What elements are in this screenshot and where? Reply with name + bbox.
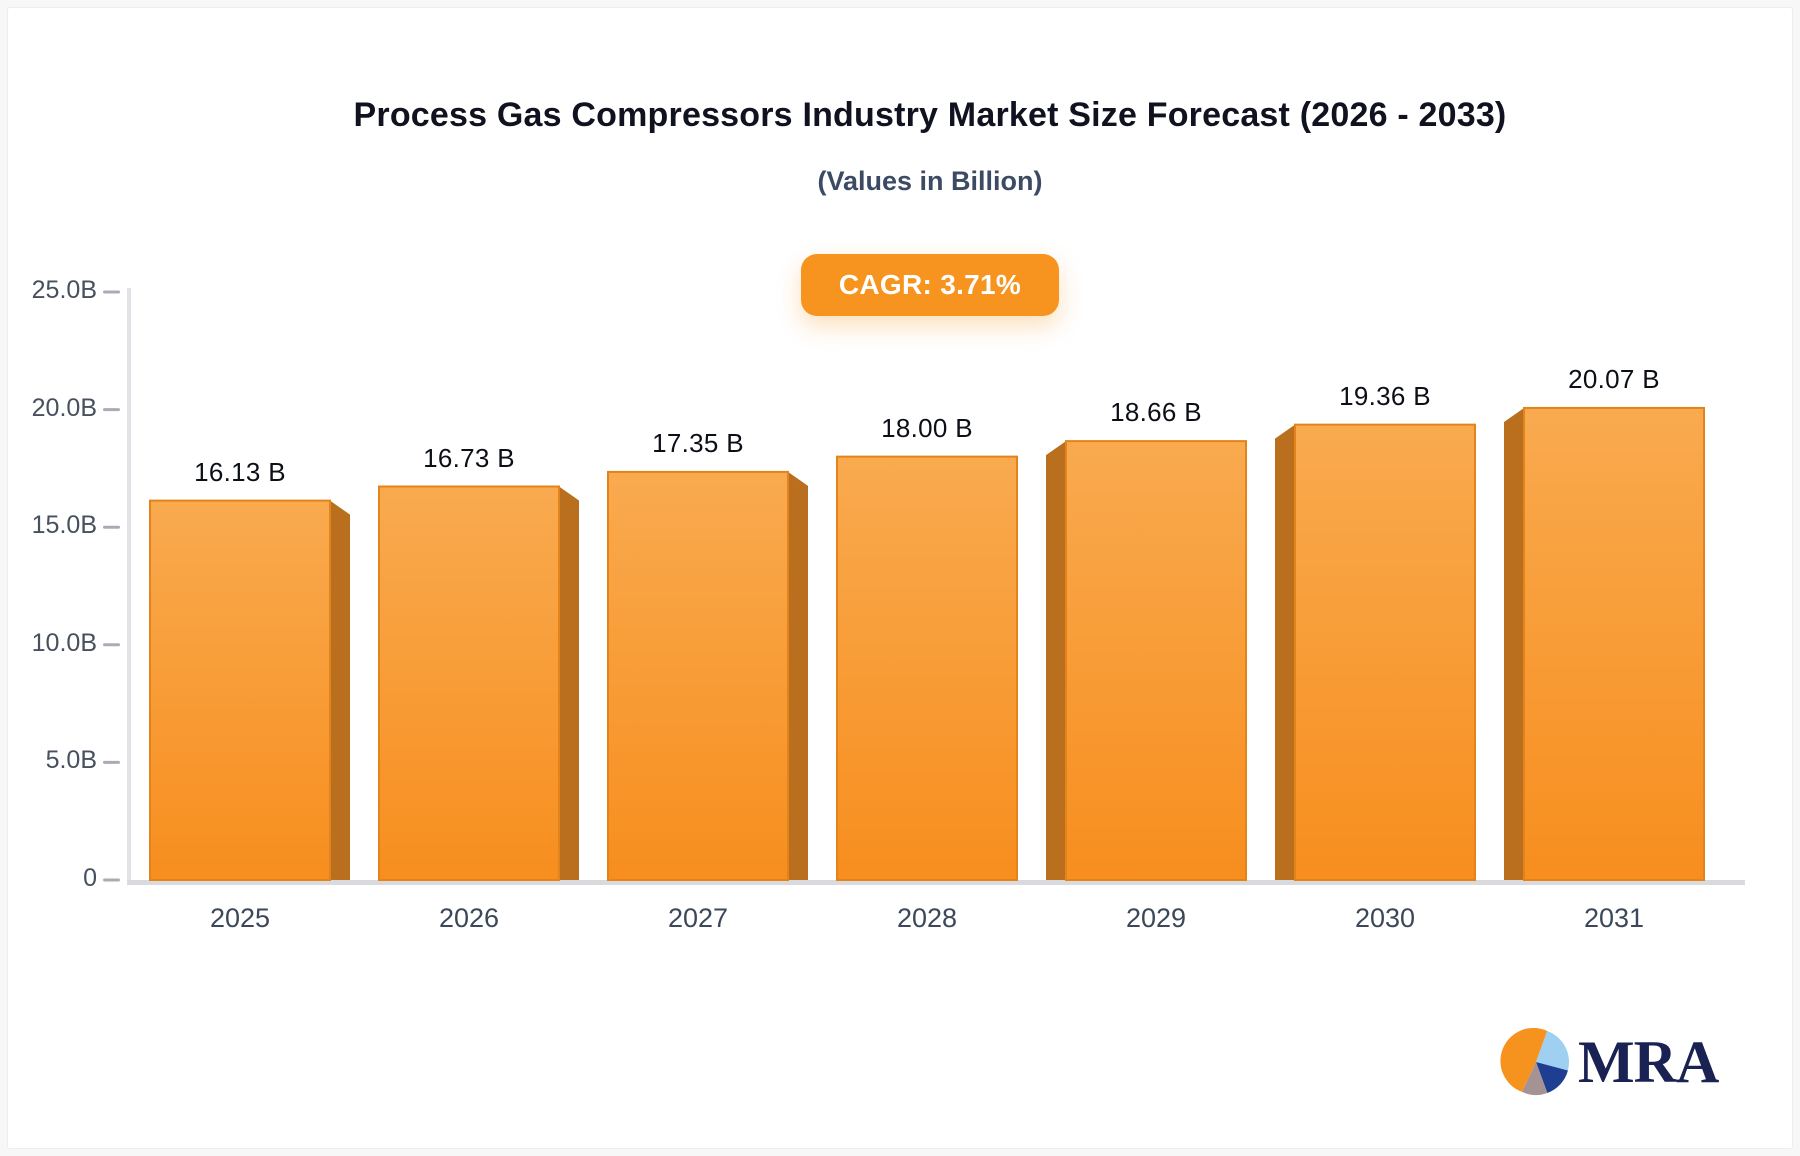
pie-chart-logo-icon [1500,1027,1570,1096]
logo-pie-slice-lightblue [1536,1031,1570,1071]
y-tick-mark [103,643,120,647]
bar-2025 [149,499,331,881]
logo-pie-slice-darkblue [1536,1062,1568,1093]
logo-pie-slice-orange [1500,1027,1548,1092]
bar-2026 [378,485,560,881]
bar-side-face [559,486,579,880]
bar-side-face [1046,441,1066,880]
bar-side-face [1275,424,1295,880]
logo-pie-slice-gray [1522,1062,1548,1096]
y-axis-line [127,288,131,885]
bar-2031 [1523,406,1705,881]
bar-2029 [1065,440,1247,881]
y-tick-mark [103,760,120,764]
mra-logo: MRA [1500,1026,1719,1098]
bar-side-face [1504,407,1524,880]
bar-side-face [330,500,350,880]
y-tick-mark [103,525,120,529]
y-tick-mark [103,290,120,294]
bar-2027 [607,470,789,881]
y-tick-mark [103,408,120,412]
bar-side-face [788,471,808,880]
y-tick-mark [103,878,120,882]
bar-2028 [836,455,1018,881]
x-axis-baseline [127,880,1745,885]
bar-2030 [1294,423,1476,881]
logo-text: MRA [1578,1029,1719,1095]
